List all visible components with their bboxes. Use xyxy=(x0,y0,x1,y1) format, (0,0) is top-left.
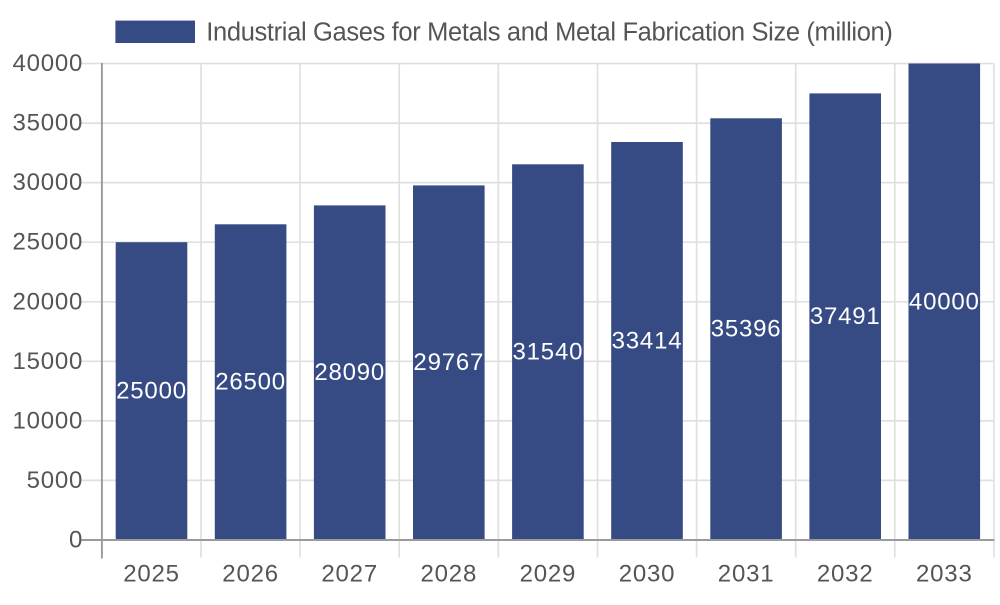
svg-text:20000: 20000 xyxy=(12,288,83,315)
svg-text:40000: 40000 xyxy=(909,288,980,315)
svg-text:33414: 33414 xyxy=(612,328,683,355)
svg-text:25000: 25000 xyxy=(116,378,187,405)
svg-text:31540: 31540 xyxy=(513,339,584,366)
svg-text:5000: 5000 xyxy=(27,467,84,494)
svg-text:Industrial Gases for Metals an: Industrial Gases for Metals and Metal Fa… xyxy=(206,18,892,46)
svg-text:2033: 2033 xyxy=(916,561,973,588)
svg-text:0: 0 xyxy=(69,527,83,554)
svg-text:28090: 28090 xyxy=(314,359,385,386)
svg-text:15000: 15000 xyxy=(12,348,83,375)
svg-text:2030: 2030 xyxy=(619,561,676,588)
svg-text:30000: 30000 xyxy=(12,169,83,196)
svg-text:37491: 37491 xyxy=(810,303,881,330)
svg-text:2032: 2032 xyxy=(817,561,874,588)
svg-text:35000: 35000 xyxy=(12,110,83,137)
svg-text:2029: 2029 xyxy=(520,561,577,588)
svg-text:2031: 2031 xyxy=(718,561,775,588)
svg-text:2027: 2027 xyxy=(321,561,378,588)
svg-text:35396: 35396 xyxy=(711,316,782,343)
svg-text:2028: 2028 xyxy=(421,561,478,588)
svg-text:40000: 40000 xyxy=(12,50,83,77)
svg-text:25000: 25000 xyxy=(12,229,83,256)
svg-text:2026: 2026 xyxy=(222,561,279,588)
svg-text:26500: 26500 xyxy=(215,369,286,396)
svg-text:29767: 29767 xyxy=(413,349,484,376)
svg-text:2025: 2025 xyxy=(123,561,180,588)
svg-text:10000: 10000 xyxy=(12,407,83,434)
